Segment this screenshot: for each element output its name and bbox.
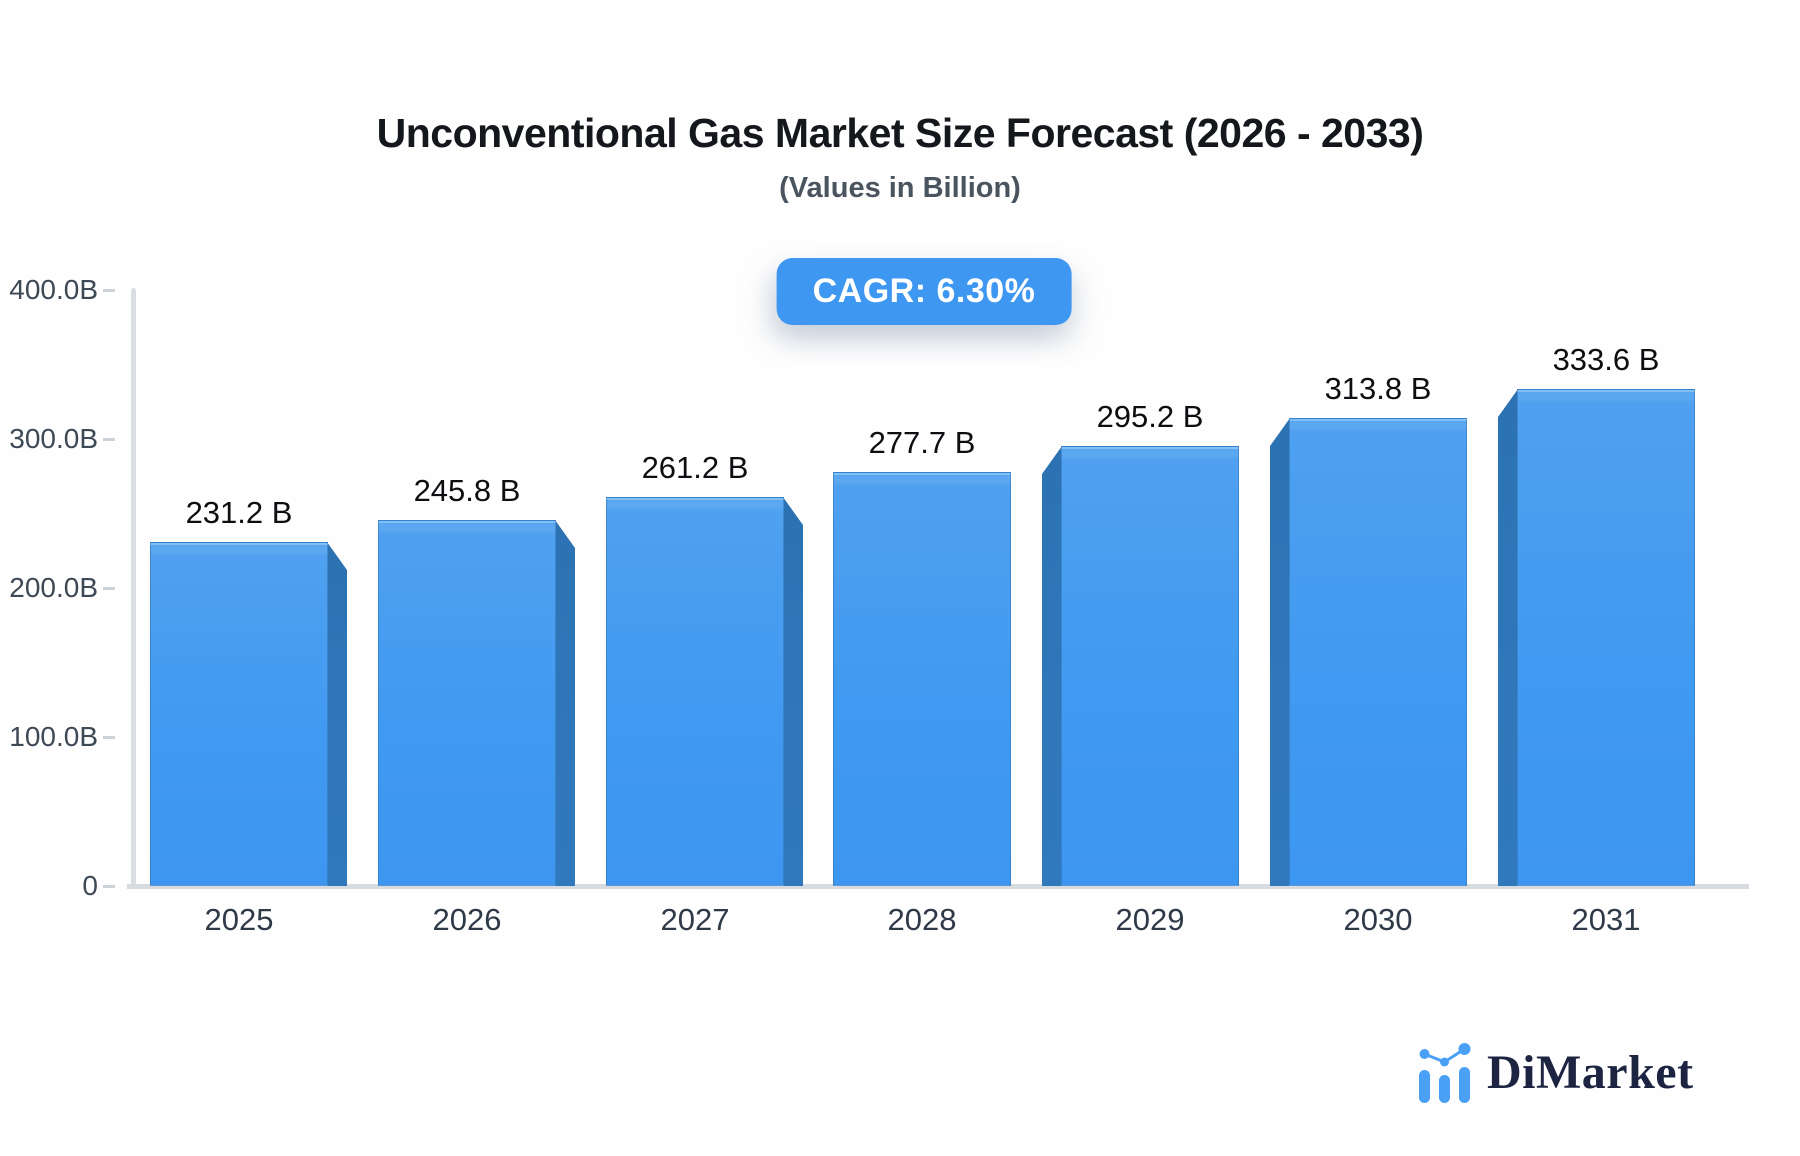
- bar-value-label: 231.2 B: [185, 495, 293, 530]
- bar-2026: [378, 520, 556, 886]
- bar-side-face-2025: [327, 542, 347, 886]
- x-axis-label: 2031: [1571, 902, 1641, 937]
- bar-value-label: 261.2 B: [641, 450, 749, 485]
- bar-2031: [1517, 389, 1695, 886]
- bar-2029: [1061, 446, 1239, 886]
- bar-side-face-2027: [783, 497, 803, 886]
- x-axis-label: 2025: [204, 902, 274, 937]
- bar-value-label: 245.8 B: [413, 473, 521, 508]
- bar-2027: [606, 497, 784, 886]
- dimarket-logo: DiMarket: [1418, 1042, 1694, 1104]
- bar-value-label: 277.7 B: [868, 425, 976, 460]
- x-axis-label: 2030: [1343, 902, 1413, 937]
- x-axis-baseline: [127, 884, 1749, 889]
- bar-chart-trendline-icon: [1419, 1043, 1471, 1103]
- chart-subtitle: (Values in Billion): [779, 172, 1021, 204]
- chart-title: Unconventional Gas Market Size Forecast …: [376, 110, 1424, 156]
- bar-value-label: 333.6 B: [1552, 342, 1660, 377]
- bar-side-face-2030: [1270, 418, 1290, 886]
- x-axis-label: 2026: [432, 902, 502, 937]
- y-axis-tick: [103, 587, 115, 590]
- y-axis-label: 100.0B: [9, 721, 98, 752]
- y-axis-tick: [103, 736, 115, 739]
- y-axis-line: [131, 288, 136, 888]
- bar-2028: [833, 472, 1011, 886]
- y-axis-label: 200.0B: [9, 572, 98, 603]
- y-axis-tick: [103, 289, 115, 292]
- bar-side-face-2031: [1498, 389, 1518, 886]
- cagr-badge: CAGR: 6.30%: [776, 258, 1072, 325]
- bar-2025: [150, 542, 328, 886]
- y-axis-label: 0: [82, 870, 98, 901]
- bar-value-label: 295.2 B: [1096, 399, 1204, 434]
- y-axis-tick: [103, 885, 115, 888]
- bar-2030: [1289, 418, 1467, 886]
- x-axis-label: 2029: [1115, 902, 1185, 937]
- y-axis-tick: [103, 438, 115, 441]
- x-axis-label: 2028: [887, 902, 957, 937]
- logo-text: DiMarket: [1487, 1046, 1694, 1099]
- x-axis-label: 2027: [660, 902, 730, 937]
- bar-value-label: 313.8 B: [1324, 371, 1432, 406]
- y-axis-label: 300.0B: [9, 423, 98, 454]
- y-axis-label: 400.0B: [9, 274, 98, 305]
- bar-side-face-2029: [1042, 446, 1062, 886]
- bar-side-face-2026: [555, 520, 575, 886]
